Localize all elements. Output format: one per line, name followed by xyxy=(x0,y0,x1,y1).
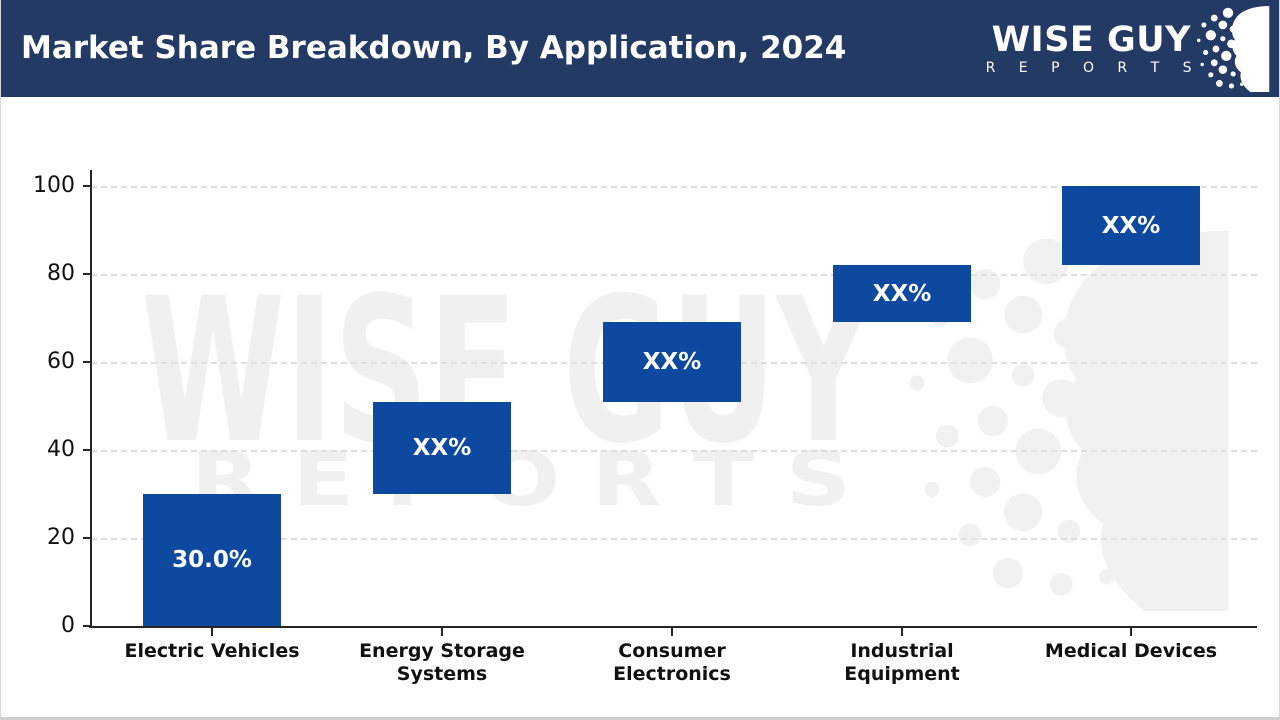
x-tick-label-line: Industrial xyxy=(850,640,954,662)
x-tick-label-line: Equipment xyxy=(844,663,960,685)
bar-0: 30.0% xyxy=(143,494,281,626)
x-axis xyxy=(89,626,1257,628)
gridline-80 xyxy=(91,274,1257,276)
bar-value-label-4: XX% xyxy=(1101,212,1161,239)
bar-value-label-0: 30.0% xyxy=(172,547,252,573)
gridline-100 xyxy=(91,186,1257,188)
logo-reports-label: R E P O R T S xyxy=(985,60,1201,76)
y-tick-80 xyxy=(83,273,91,275)
y-tick-100 xyxy=(83,185,91,187)
y-axis xyxy=(90,170,92,628)
y-tick-60 xyxy=(83,361,91,363)
x-tick-1 xyxy=(441,628,443,636)
y-tick-label-100: 100 xyxy=(33,173,75,198)
x-tick-label-1: Energy Storage Systems xyxy=(322,640,562,686)
y-tick-0 xyxy=(83,625,91,627)
wiseguy-logo: WISE GUY R E P O R T S xyxy=(982,4,1271,94)
y-tick-label-20: 20 xyxy=(47,525,75,550)
bar-4: XX% xyxy=(1062,186,1200,266)
page-title: Market Share Breakdown, By Application, … xyxy=(21,30,847,66)
bar-value-label-3: XX% xyxy=(872,280,932,307)
x-tick-2 xyxy=(671,628,673,636)
x-tick-3 xyxy=(901,628,903,636)
x-tick-label-line: Electronics xyxy=(613,663,731,685)
x-tick-label-2: Consumer Electronics xyxy=(552,640,792,686)
bar-2: XX% xyxy=(603,322,741,402)
y-tick-label-80: 80 xyxy=(47,261,75,286)
bar-3: XX% xyxy=(833,265,971,323)
gridline-20 xyxy=(91,538,1257,540)
header-bar: Market Share Breakdown, By Application, … xyxy=(1,0,1279,97)
x-tick-label-line: Energy Storage xyxy=(359,640,525,662)
bar-value-label-2: XX% xyxy=(642,348,702,375)
watermark-reports: R E P O R T S xyxy=(191,435,851,523)
y-tick-40 xyxy=(83,449,91,451)
x-tick-label-line: Consumer xyxy=(618,640,726,662)
y-tick-20 xyxy=(83,537,91,539)
x-tick-label-line: Systems xyxy=(396,663,488,685)
x-tick-4 xyxy=(1130,628,1132,636)
gridline-40 xyxy=(91,450,1257,452)
x-tick-label-3: Industrial Equipment xyxy=(782,640,1022,686)
x-tick-label-4: Medical Devices xyxy=(1011,640,1251,663)
x-tick-label-0: Electric Vehicles xyxy=(92,640,332,663)
wiseguy-head-icon xyxy=(1185,5,1271,93)
bar-1: XX% xyxy=(373,401,511,494)
y-tick-label-40: 40 xyxy=(47,437,75,462)
x-tick-label-line: Medical Devices xyxy=(1044,640,1218,662)
bar-value-label-1: XX% xyxy=(412,434,472,461)
logo-wordmark: WISE GUY xyxy=(991,20,1192,60)
wiseguy-logo-text: WISE GUY R E P O R T S xyxy=(982,20,1201,76)
y-tick-label-0: 0 xyxy=(61,613,75,638)
x-tick-0 xyxy=(211,628,213,636)
y-tick-label-60: 60 xyxy=(47,349,75,374)
x-tick-label-line: Electric Vehicles xyxy=(124,640,300,662)
